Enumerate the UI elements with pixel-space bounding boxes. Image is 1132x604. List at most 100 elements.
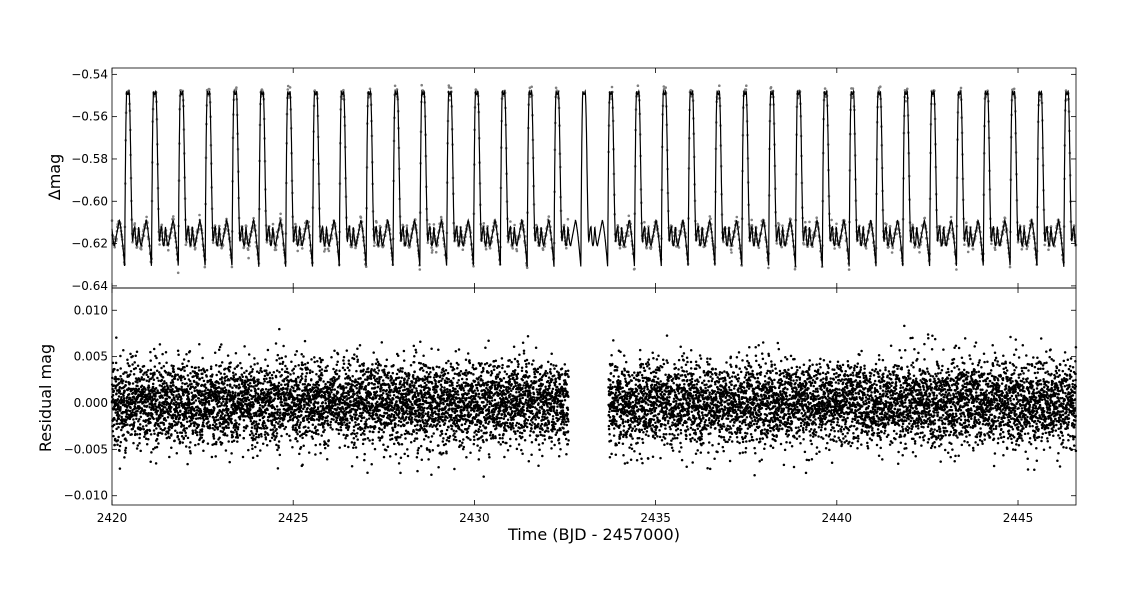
residual-point	[158, 425, 161, 428]
residual-point	[169, 372, 172, 375]
residual-point	[116, 443, 119, 447]
residual-point	[239, 361, 242, 365]
residual-point	[219, 364, 222, 367]
residual-point	[281, 360, 285, 364]
residual-point	[213, 351, 217, 354]
residual-point	[205, 369, 209, 372]
residual-point	[280, 356, 284, 360]
residual-point	[289, 439, 292, 442]
residual-point	[175, 394, 178, 397]
residual-point	[165, 381, 168, 385]
residual-point	[116, 406, 120, 409]
residual-point	[257, 435, 260, 439]
observed-point	[664, 86, 667, 89]
residual-point	[120, 428, 123, 432]
residual-point	[271, 377, 274, 380]
residual-point	[128, 381, 131, 385]
observed-point	[439, 215, 443, 219]
residual-point	[195, 430, 199, 434]
residual-point	[294, 389, 297, 393]
residual-point	[232, 376, 236, 379]
observed-point	[509, 220, 512, 223]
residual-point	[231, 391, 235, 395]
residual-point	[257, 387, 260, 391]
residual-point	[184, 445, 188, 448]
residual-point	[151, 385, 155, 389]
residual-point	[161, 408, 165, 411]
residual-point	[164, 371, 168, 374]
observed-point	[294, 222, 297, 226]
residual-point	[167, 386, 170, 390]
residual-point	[155, 445, 159, 449]
residual-point	[260, 435, 263, 438]
residual-point	[126, 358, 129, 362]
residual-point	[135, 417, 138, 420]
residual-point	[164, 406, 167, 409]
residual-point	[212, 434, 215, 437]
observed-point	[461, 248, 465, 251]
residual-point	[186, 462, 189, 466]
residual-point	[275, 359, 278, 362]
observed-point	[1012, 87, 1016, 91]
residual-point	[223, 414, 227, 417]
residual-point	[277, 440, 281, 443]
residual-point	[257, 422, 260, 426]
residual-point	[256, 426, 260, 429]
residual-point	[278, 453, 282, 457]
residual-point	[208, 424, 212, 427]
observed-point	[203, 265, 207, 269]
residual-point	[115, 427, 118, 431]
residual-point	[198, 377, 202, 381]
residual-point	[176, 431, 179, 434]
residual-point	[231, 386, 234, 390]
residual-point	[291, 418, 295, 422]
residual-point	[197, 397, 201, 400]
observed-point	[428, 223, 431, 226]
residual-point	[296, 439, 299, 443]
residual-point	[131, 355, 134, 358]
residual-point	[278, 357, 281, 360]
residual-point	[234, 395, 237, 399]
residual-point	[284, 399, 288, 402]
residual-point	[117, 403, 120, 407]
residual-point	[302, 419, 306, 422]
residual-point	[259, 367, 263, 370]
residual-point	[119, 354, 122, 358]
observed-point	[323, 250, 326, 253]
residual-point	[153, 402, 157, 406]
residual-point	[194, 399, 198, 402]
residual-point	[212, 416, 216, 420]
residual-point	[129, 406, 132, 410]
residual-point	[154, 462, 158, 465]
residual-point	[139, 449, 142, 453]
residual-point	[276, 467, 280, 470]
residual-point	[248, 433, 252, 437]
residual-point	[155, 437, 159, 441]
residual-point	[152, 429, 156, 432]
residual-point	[117, 377, 120, 381]
observed-point	[372, 244, 376, 248]
residual-point	[296, 432, 299, 436]
residual-point	[300, 352, 303, 356]
residual-point	[254, 394, 257, 398]
residual-point	[182, 424, 186, 427]
residual-point	[289, 388, 292, 391]
residual-point	[292, 372, 295, 375]
observed-point	[235, 86, 238, 89]
residual-point	[126, 423, 129, 426]
residual-point	[282, 387, 285, 391]
residual-point	[242, 436, 245, 440]
observed-point	[895, 232, 898, 236]
residual-point	[158, 401, 161, 404]
observed-point	[375, 221, 378, 224]
residual-point	[297, 363, 300, 367]
residual-point	[301, 372, 304, 376]
residual-point	[171, 381, 175, 384]
residual-point	[217, 418, 220, 421]
residual-point	[268, 371, 272, 374]
residual-point	[227, 426, 230, 430]
residual-point	[224, 367, 227, 370]
observed-point	[554, 86, 558, 90]
residual-point	[265, 426, 269, 429]
residual-point	[272, 371, 276, 374]
